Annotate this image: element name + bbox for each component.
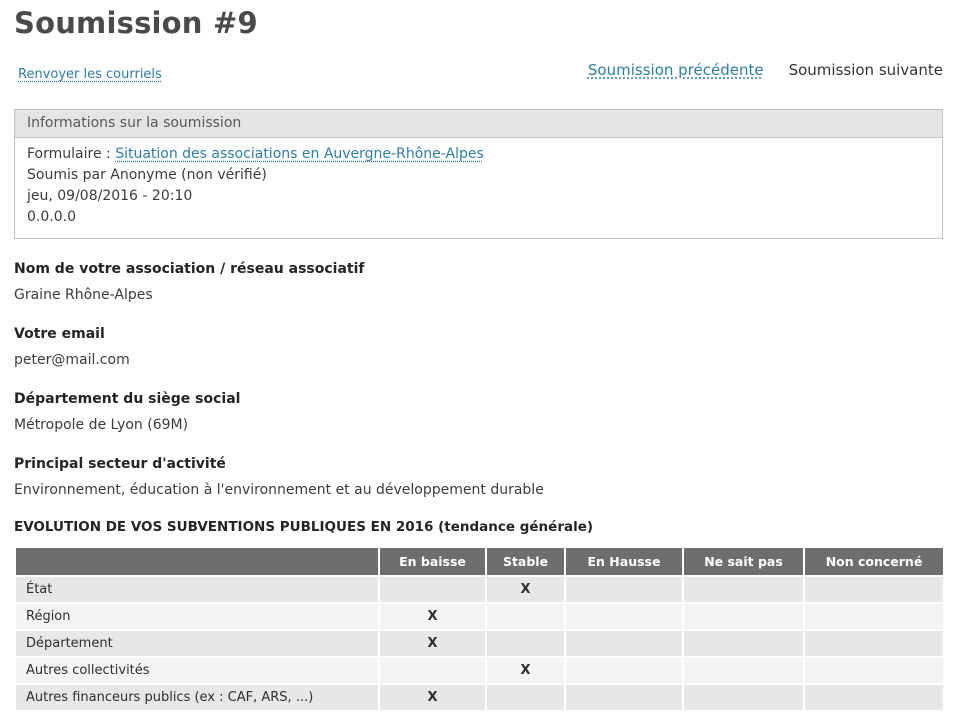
mark-cell: [566, 630, 682, 656]
table-row: Autres financeurs publics (ex : CAF, ARS…: [16, 684, 943, 710]
mark-cell: [566, 603, 682, 629]
mark-cell: [487, 603, 564, 629]
mark-cell: [566, 684, 682, 710]
mark-cell: [487, 630, 564, 656]
mark-cell: [380, 657, 485, 683]
subsidy-table: En baisse Stable En Hausse Ne sait pas N…: [14, 546, 945, 712]
mark-cell: [805, 630, 943, 656]
submission-pager: Soumission précédente Soumission suivant…: [588, 61, 943, 79]
mark-cell: [380, 576, 485, 602]
table-row: État X: [16, 576, 943, 602]
mark-cell: X: [380, 630, 485, 656]
resend-emails-link[interactable]: Renvoyer les courriels: [18, 66, 162, 82]
mark-cell: X: [487, 657, 564, 683]
table-row: Département X: [16, 630, 943, 656]
column-header: En Hausse: [566, 547, 682, 575]
submitted-by-line: Soumis par Anonyme (non vérifié): [27, 166, 267, 183]
form-line: Formulaire : Situation des associations …: [27, 144, 930, 165]
row-label: Autres collectivités: [16, 657, 378, 683]
submission-ip: 0.0.0.0: [27, 208, 76, 225]
field-value: peter@mail.com: [14, 351, 130, 368]
mark-cell: [487, 684, 564, 710]
page-title: Soumission #9: [14, 6, 258, 40]
mark-cell: [684, 684, 803, 710]
form-link[interactable]: Situation des associations en Auvergne-R…: [115, 145, 484, 162]
row-label: Département: [16, 630, 378, 656]
column-header: En baisse: [380, 547, 485, 575]
subsidy-section-title: EVOLUTION DE VOS SUBVENTIONS PUBLIQUES E…: [14, 518, 594, 535]
field-list: Nom de votre association / réseau associ…: [14, 261, 943, 499]
mark-cell: [805, 576, 943, 602]
mark-cell: [566, 657, 682, 683]
field-label: Département du siège social: [14, 390, 241, 407]
column-header: Non concerné: [805, 547, 943, 575]
info-panel-title: Informations sur la soumission: [15, 109, 942, 138]
table-row: Région X: [16, 603, 943, 629]
mark-cell: [684, 657, 803, 683]
column-header: Ne sait pas: [684, 547, 803, 575]
submission-nav: Renvoyer les courriels Soumission précéd…: [14, 61, 943, 82]
row-label: Autres financeurs publics (ex : CAF, ARS…: [16, 684, 378, 710]
field-value: Graine Rhône-Alpes: [14, 286, 153, 303]
row-label: État: [16, 576, 378, 602]
mark-cell: X: [487, 576, 564, 602]
mark-cell: [684, 576, 803, 602]
field-label: Nom de votre association / réseau associ…: [14, 260, 365, 277]
mark-cell: X: [380, 684, 485, 710]
next-submission-label: Soumission suivante: [788, 60, 943, 79]
submission-date: jeu, 09/08/2016 - 20:10: [27, 187, 193, 204]
mark-cell: [805, 603, 943, 629]
field-value: Environnement, éducation à l'environneme…: [14, 481, 544, 498]
field-value: Métropole de Lyon (69M): [14, 416, 189, 433]
corner-cell: [16, 547, 378, 575]
table-row: Autres collectivités X: [16, 657, 943, 683]
field-label: Principal secteur d'activité: [14, 455, 226, 472]
row-label: Région: [16, 603, 378, 629]
mark-cell: [805, 684, 943, 710]
mark-cell: X: [380, 603, 485, 629]
mark-cell: [566, 576, 682, 602]
info-panel-body: Formulaire : Situation des associations …: [15, 138, 942, 238]
column-header: Stable: [487, 547, 564, 575]
table-header-row: En baisse Stable En Hausse Ne sait pas N…: [16, 547, 943, 575]
mark-cell: [684, 630, 803, 656]
prev-submission-link[interactable]: Soumission précédente: [587, 60, 764, 79]
mark-cell: [684, 603, 803, 629]
field-label: Votre email: [14, 325, 105, 342]
submission-info-panel: Informations sur la soumission Formulair…: [14, 108, 943, 239]
form-label: Formulaire :: [27, 145, 111, 162]
mark-cell: [805, 657, 943, 683]
